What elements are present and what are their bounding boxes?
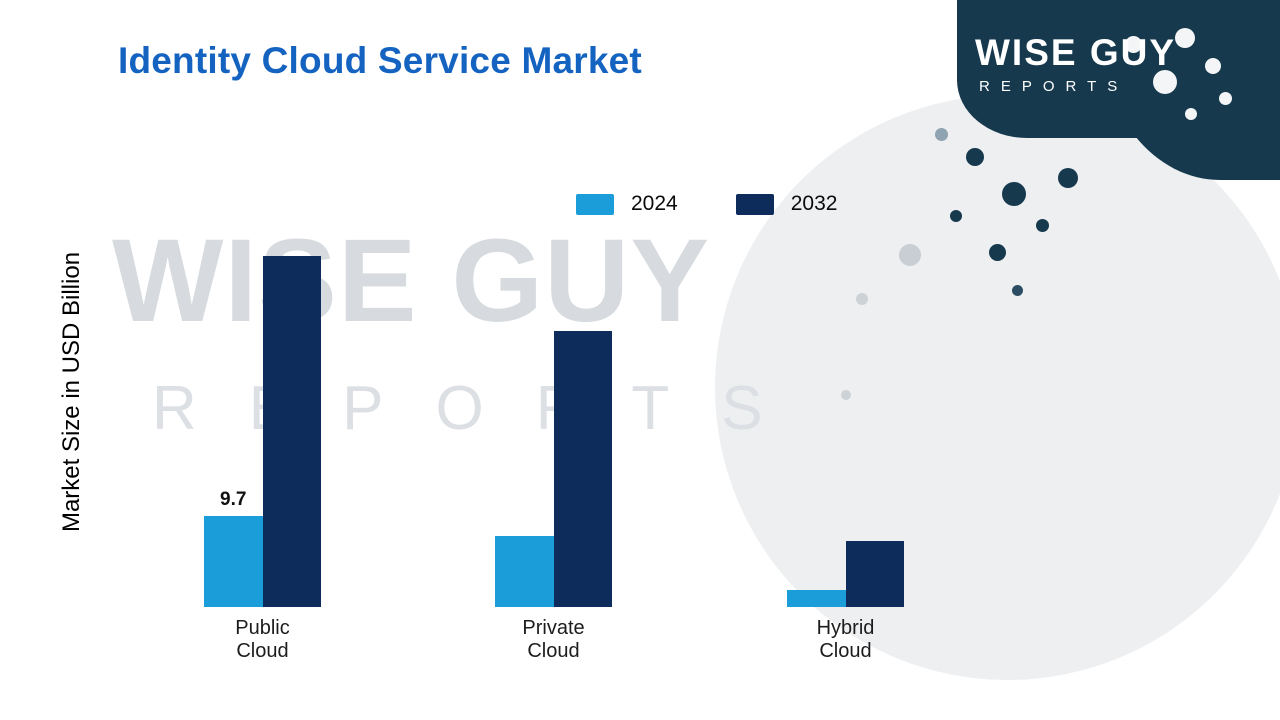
category-label-private-cloud: Private Cloud [522,617,585,662]
decorative-dot [1002,182,1026,206]
legend-item-2032: 2032 [735,192,838,216]
bar-chart: 9.7 Public Cloud Private Cloud Hybrid Cloud [0,230,1280,662]
decorative-dot [1058,168,1078,188]
wiseguy-logo: WISE GUY REPORTS [975,34,1176,95]
decorative-dot [935,128,948,141]
face-pattern-dot [1185,108,1197,120]
face-pattern-dot [1205,58,1221,74]
face-pattern-dot [1219,92,1232,105]
bar-2032-private-cloud [553,331,612,607]
decorative-dot [856,293,868,305]
decorative-dot [966,148,984,166]
bar-value-label: 9.7 [220,489,247,510]
logo-text-reports: REPORTS [979,78,1129,95]
legend-swatch-2024 [576,193,614,215]
face-pattern-dot [1175,28,1195,48]
bar-2024-public-cloud: 9.7 [204,489,263,607]
decorative-dot [1036,219,1049,232]
bar-group-public-cloud: 9.7 Public Cloud [204,256,321,662]
bar-group-hybrid-cloud: Hybrid Cloud [787,541,904,662]
category-label-public-cloud: Public Cloud [235,617,290,662]
logo-corner: WISE GUY REPORTS [957,0,1280,138]
bar-2032-hybrid-cloud [845,541,904,607]
face-pattern-dot [1125,36,1142,53]
chart-legend: 2024 2032 [576,192,837,216]
legend-swatch-2032 [735,193,774,215]
decorative-dot [950,210,962,222]
bar-group-private-cloud: Private Cloud [495,331,612,662]
logo-text-wise-guy: WISE GUY [975,32,1177,73]
legend-label-2032: 2032 [790,192,838,215]
page-title: Identity Cloud Service Market [118,40,642,81]
bar-2024-hybrid-cloud [787,590,846,607]
bar-2024-private-cloud [495,536,554,607]
category-label-hybrid-cloud: Hybrid Cloud [816,617,875,662]
decorative-dot [899,244,921,266]
background-head-circle [715,95,1280,680]
decorative-dot [841,390,851,400]
face-pattern-dot [1153,70,1177,94]
legend-item-2024: 2024 [576,192,678,216]
bar-2032-public-cloud [262,256,321,607]
legend-label-2024: 2024 [631,192,678,215]
decorative-dot [1012,285,1023,296]
decorative-dot [989,244,1006,261]
